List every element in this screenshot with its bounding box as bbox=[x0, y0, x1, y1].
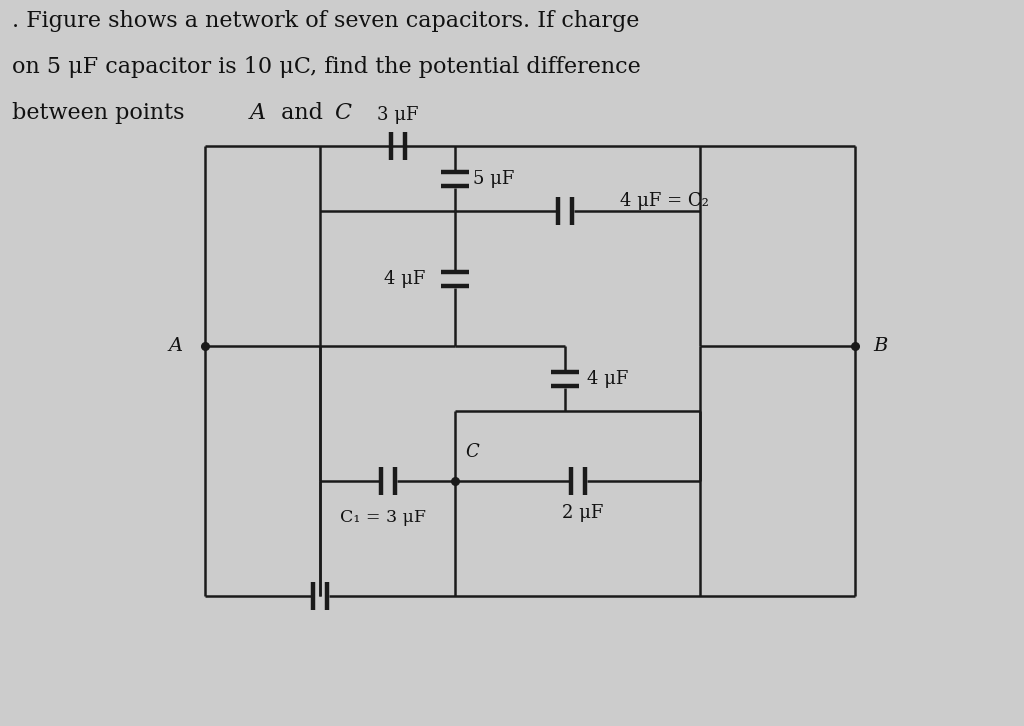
Text: and: and bbox=[274, 102, 330, 124]
Text: B: B bbox=[873, 337, 888, 355]
Text: on 5 μF capacitor is 10 μC, find the potential difference: on 5 μF capacitor is 10 μC, find the pot… bbox=[12, 56, 641, 78]
Text: 2 μF: 2 μF bbox=[562, 504, 603, 522]
Text: C: C bbox=[465, 443, 479, 461]
Text: C: C bbox=[334, 102, 351, 124]
Text: 4 μF: 4 μF bbox=[384, 269, 425, 287]
Text: 5 μF: 5 μF bbox=[473, 169, 514, 187]
Text: 4 μF: 4 μF bbox=[587, 370, 629, 388]
Text: A: A bbox=[250, 102, 266, 124]
Text: C₁ = 3 μF: C₁ = 3 μF bbox=[340, 509, 426, 526]
Text: between points: between points bbox=[12, 102, 191, 124]
Text: 3 μF: 3 μF bbox=[377, 106, 418, 124]
Text: 4 μF = C₂: 4 μF = C₂ bbox=[620, 192, 709, 210]
Text: A: A bbox=[169, 337, 183, 355]
Text: . Figure shows a network of seven capacitors. If charge: . Figure shows a network of seven capaci… bbox=[12, 10, 639, 32]
